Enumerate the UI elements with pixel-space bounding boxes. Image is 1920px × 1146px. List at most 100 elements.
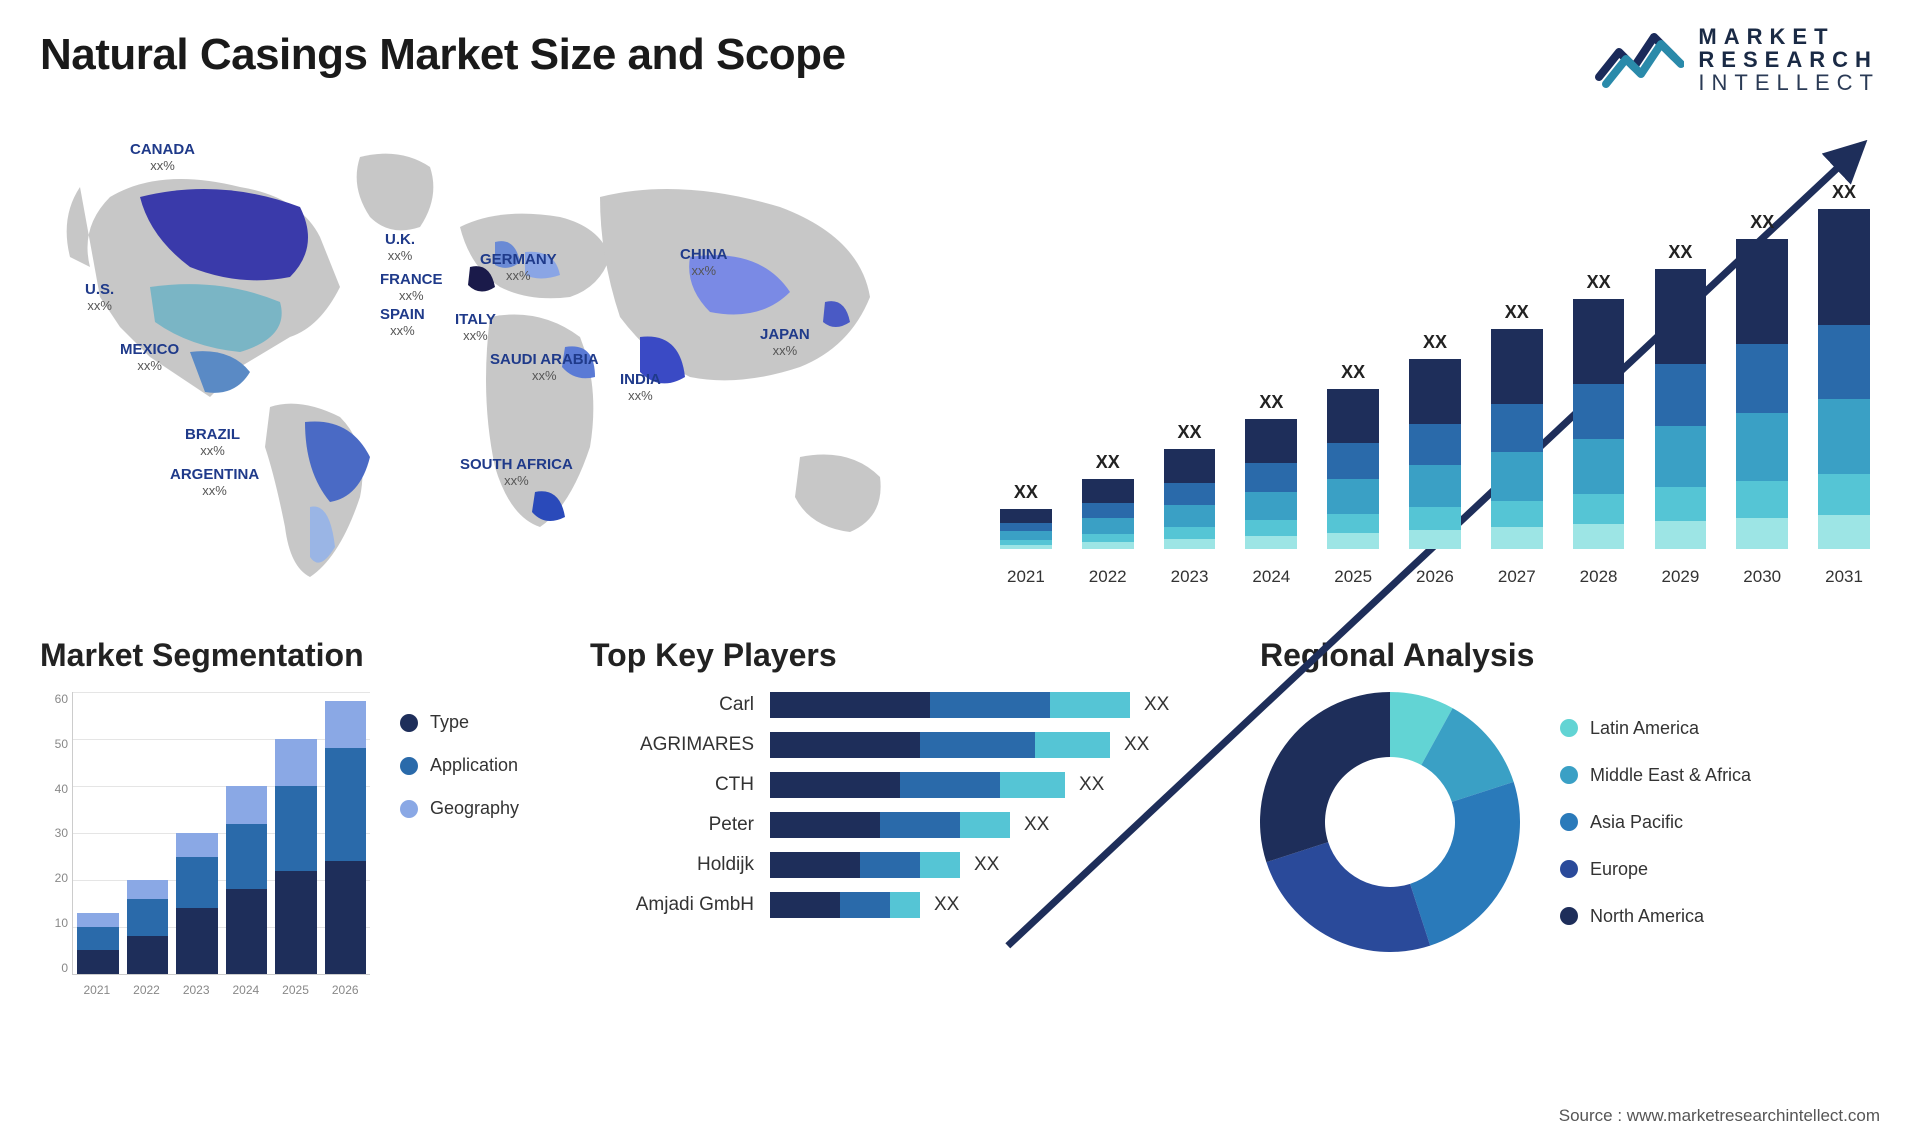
legend-dot-icon [1560,907,1578,925]
segmentation-year: 2022 [126,983,168,997]
growth-bar-label: XX [1341,362,1365,383]
growth-bar: XX [1317,362,1389,549]
player-value: XX [974,854,999,876]
map-label-brazil: BRAZILxx% [185,427,240,458]
map-label-safrica: SOUTH AFRICAxx% [460,457,573,488]
growth-year-label: 2029 [1645,567,1717,587]
segmentation-bar [176,833,218,974]
brand-line2: RESEARCH [1698,48,1880,71]
player-name: CTH [590,774,770,796]
legend-item: Europe [1560,859,1751,880]
growth-bar: XX [1481,302,1553,549]
players-title: Top Key Players [590,637,1230,674]
world-map: CANADAxx%U.S.xx%MEXICOxx%BRAZILxx%ARGENT… [40,127,940,587]
growth-bar: XX [990,482,1062,549]
growth-bar-label: XX [1750,212,1774,233]
y-tick: 60 [40,692,68,706]
growth-bar: XX [1072,452,1144,549]
legend-dot-icon [400,757,418,775]
growth-year-label: 2021 [990,567,1062,587]
map-label-us: U.S.xx% [85,282,114,313]
map-label-spain: SPAINxx% [380,307,425,338]
segmentation-year: 2026 [324,983,366,997]
player-name: AGRIMARES [590,734,770,756]
growth-bar-label: XX [1096,452,1120,473]
map-label-china: CHINAxx% [680,247,728,278]
y-tick: 30 [40,826,68,840]
page-title: Natural Casings Market Size and Scope [40,30,846,80]
player-name: Carl [590,694,770,716]
y-tick: 40 [40,782,68,796]
player-bar [770,812,1010,838]
legend-item: Application [400,755,519,776]
player-bar [770,692,1130,718]
growth-bar-chart: XX XX XX XX XX XX XX XX XX XX XX 2021 2022 2023 2024 2… [990,127,1880,587]
player-row: AGRIMARESXX [590,732,1230,758]
legend-dot-icon [1560,813,1578,831]
player-bar [770,892,920,918]
player-value: XX [1024,814,1049,836]
segmentation-bar [127,880,169,974]
map-label-argentina: ARGENTINAxx% [170,467,259,498]
player-name: Peter [590,814,770,836]
growth-year-label: 2024 [1235,567,1307,587]
growth-bar: XX [1154,422,1226,549]
brand-line1: MARKET [1698,25,1880,48]
segmentation-bar [77,913,119,974]
player-bar [770,852,960,878]
player-value: XX [1079,774,1104,796]
player-name: Holdijk [590,854,770,876]
growth-year-label: 2022 [1072,567,1144,587]
legend-label: Middle East & Africa [1590,765,1751,786]
growth-bar-label: XX [1259,392,1283,413]
growth-bar-label: XX [1668,242,1692,263]
regional-title: Regional Analysis [1260,637,1880,674]
growth-bar: XX [1726,212,1798,549]
player-row: Holdijk XX [590,852,1230,878]
growth-bar-label: XX [1505,302,1529,323]
legend-label: North America [1590,906,1704,927]
legend-dot-icon [1560,766,1578,784]
y-tick: 50 [40,737,68,751]
map-label-japan: JAPANxx% [760,327,810,358]
segmentation-bar [275,739,317,974]
player-row: CTH XX [590,772,1230,798]
map-label-italy: ITALYxx% [455,312,496,343]
segmentation-year: 2021 [76,983,118,997]
map-label-germany: GERMANYxx% [480,252,557,283]
growth-year-label: 2031 [1808,567,1880,587]
growth-year-label: 2026 [1399,567,1471,587]
growth-bar: XX [1399,332,1471,549]
player-row: Peter XX [590,812,1230,838]
player-value: XX [934,894,959,916]
map-label-uk: U.K.xx% [385,232,415,263]
donut-slice [1266,842,1430,952]
segmentation-year: 2024 [225,983,267,997]
map-label-saudi: SAUDI ARABIAxx% [490,352,599,383]
segmentation-year: 2025 [275,983,317,997]
segmentation-chart: 6050403020100 202120222023202420252026 [40,692,370,997]
legend-item: North America [1560,906,1751,927]
growth-bar: XX [1808,182,1880,549]
donut-slice [1260,692,1390,862]
legend-label: Geography [430,798,519,819]
legend-dot-icon [400,714,418,732]
map-label-mexico: MEXICOxx% [120,342,179,373]
segmentation-bar [226,786,268,974]
growth-year-label: 2027 [1481,567,1553,587]
segmentation-bar [325,701,367,974]
growth-bar-label: XX [1014,482,1038,503]
growth-year-label: 2023 [1154,567,1226,587]
player-bar [770,772,1065,798]
legend-label: Latin America [1590,718,1699,739]
legend-label: Asia Pacific [1590,812,1683,833]
y-tick: 0 [40,961,68,975]
growth-bar-label: XX [1423,332,1447,353]
y-tick: 10 [40,916,68,930]
legend-label: Europe [1590,859,1648,880]
player-bar [770,732,1110,758]
players-chart: CarlXXAGRIMARESXXCTHXXPeterXXHoldijkXXAm… [590,692,1230,918]
brand-line3: INTELLECT [1698,71,1880,94]
growth-bar: XX [1563,272,1635,549]
legend-item: Latin America [1560,718,1751,739]
